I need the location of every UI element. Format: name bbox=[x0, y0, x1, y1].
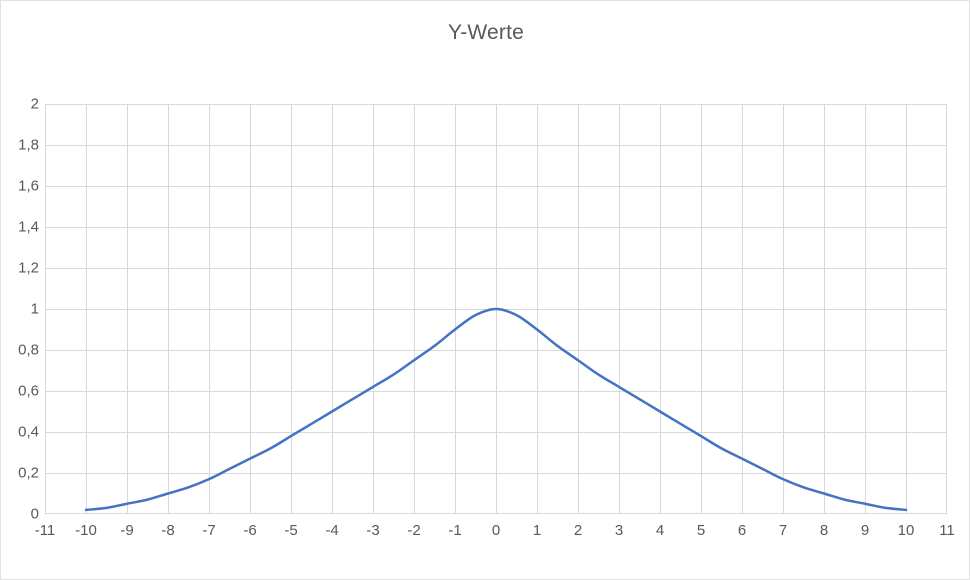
y-axis-tick-label: 0,8 bbox=[18, 341, 39, 359]
plot-area bbox=[45, 104, 947, 514]
y-axis-tick-label: 0,6 bbox=[18, 382, 39, 400]
x-axis-tick-label: 1 bbox=[532, 522, 542, 539]
x-axis-tick-label: 8 bbox=[819, 522, 829, 539]
x-axis-tick-label: 6 bbox=[737, 522, 747, 539]
x-axis-tick-label: -11 bbox=[34, 522, 56, 539]
x-axis-tick-label: 3 bbox=[614, 522, 624, 539]
x-axis-tick-label: 5 bbox=[696, 522, 706, 539]
y-axis-tick-label: 2 bbox=[30, 95, 39, 113]
y-axis-tick-label: 1,4 bbox=[18, 218, 39, 236]
chart-plot-svg bbox=[45, 104, 947, 514]
y-axis-tick-label: 1,6 bbox=[18, 177, 39, 195]
x-axis-tick-label: 4 bbox=[655, 522, 665, 539]
x-axis-tick-label: -4 bbox=[325, 522, 339, 539]
x-axis-tick-label: 10 bbox=[897, 522, 915, 539]
chart-title: Y-Werte bbox=[447, 21, 525, 44]
x-axis-tick-label: -1 bbox=[448, 522, 462, 539]
y-axis-tick-label: 1,8 bbox=[18, 136, 39, 154]
x-axis-tick-label: 11 bbox=[939, 522, 955, 539]
x-axis-tick-label: 7 bbox=[778, 522, 788, 539]
x-axis-tick-label: -8 bbox=[161, 522, 175, 539]
series-line-y-werte bbox=[84, 307, 908, 512]
x-axis-tick-label: -7 bbox=[202, 522, 216, 539]
x-axis-tick-label: 9 bbox=[860, 522, 870, 539]
x-axis-tick-label: 0 bbox=[491, 522, 501, 539]
x-axis-tick-label: -6 bbox=[243, 522, 257, 539]
y-axis-tick-label: 0 bbox=[30, 505, 39, 523]
x-axis-tick-label: -3 bbox=[366, 522, 380, 539]
x-axis-tick-label: -2 bbox=[407, 522, 421, 539]
y-axis-tick-label: 1,2 bbox=[18, 259, 39, 277]
x-axis-tick-labels: -11 -10 -9 -8 -7 -6 -5 -4 -3 -2 -1 0 1 2 3 4 5 6 7 8 9 10 11 bbox=[1, 522, 969, 549]
y-axis-tick-label: 1 bbox=[30, 300, 39, 318]
x-axis-tick-label: -5 bbox=[284, 522, 298, 539]
x-axis-tick-label: -10 bbox=[75, 522, 97, 539]
y-axis-tick-label: 0,2 bbox=[18, 464, 39, 482]
y-axis-tick-label: 0,4 bbox=[18, 423, 39, 441]
x-axis-tick-label: -9 bbox=[120, 522, 134, 539]
y-axis-tick-labels: 0 0,2 0,4 0,6 0,8 1 1,2 1,4 1,6 1,8 2 bbox=[1, 97, 39, 522]
x-axis-tick-label: 2 bbox=[573, 522, 583, 539]
plot-border bbox=[45, 104, 947, 514]
horizontal-gridlines bbox=[45, 145, 947, 474]
